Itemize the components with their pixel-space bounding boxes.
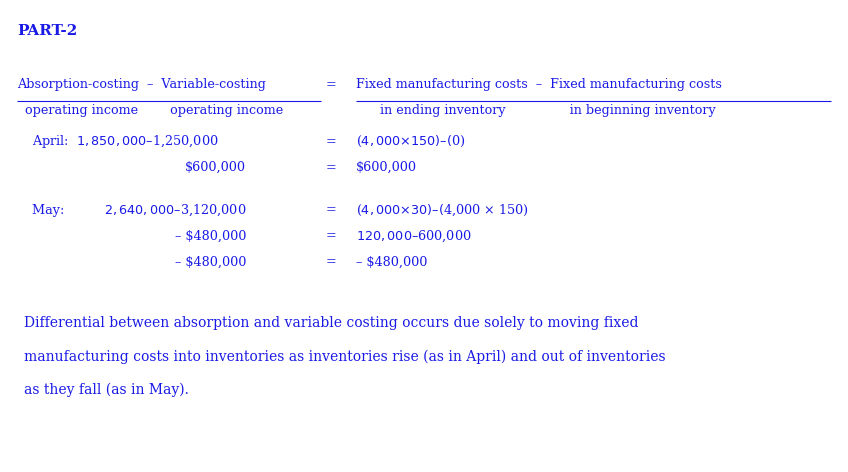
Text: Fixed manufacturing costs  –  Fixed manufacturing costs: Fixed manufacturing costs – Fixed manufa… — [356, 78, 722, 92]
Text: – $480,000: – $480,000 — [175, 255, 246, 269]
Text: =: = — [326, 255, 336, 269]
Text: $600,000: $600,000 — [185, 161, 246, 174]
Text: =: = — [326, 203, 336, 217]
Text: ($4,000 × 30) – ($4,000 × 150): ($4,000 × 30) – ($4,000 × 150) — [356, 202, 529, 218]
Text: Differential between absorption and variable costing occurs due solely to moving: Differential between absorption and vari… — [24, 316, 639, 330]
Text: =: = — [326, 229, 336, 243]
Text: $600,000: $600,000 — [356, 161, 417, 174]
Text: April:  $1,850,000 – $1,250,000: April: $1,850,000 – $1,250,000 — [24, 133, 218, 150]
Text: as they fall (as in May).: as they fall (as in May). — [24, 382, 188, 396]
Text: – $480,000: – $480,000 — [175, 229, 246, 243]
Text: =: = — [326, 78, 336, 92]
Text: $120,000 – $600,000: $120,000 – $600,000 — [356, 228, 471, 244]
Text: PART-2: PART-2 — [17, 24, 77, 38]
Text: operating income        operating income: operating income operating income — [17, 104, 283, 118]
Text: $2,640,000 – $3,120,000: $2,640,000 – $3,120,000 — [103, 202, 246, 218]
Text: manufacturing costs into inventories as inventories rise (as in April) and out o: manufacturing costs into inventories as … — [24, 349, 666, 363]
Text: in ending inventory                in beginning inventory: in ending inventory in beginning invento… — [356, 104, 716, 118]
Text: Absorption-costing  –  Variable-costing: Absorption-costing – Variable-costing — [17, 78, 265, 92]
Text: =: = — [326, 161, 336, 174]
Text: ($4,000 × 150) – ($0): ($4,000 × 150) – ($0) — [356, 134, 466, 149]
Text: May:: May: — [24, 203, 64, 217]
Text: =: = — [326, 135, 336, 148]
Text: – $480,000: – $480,000 — [356, 255, 427, 269]
